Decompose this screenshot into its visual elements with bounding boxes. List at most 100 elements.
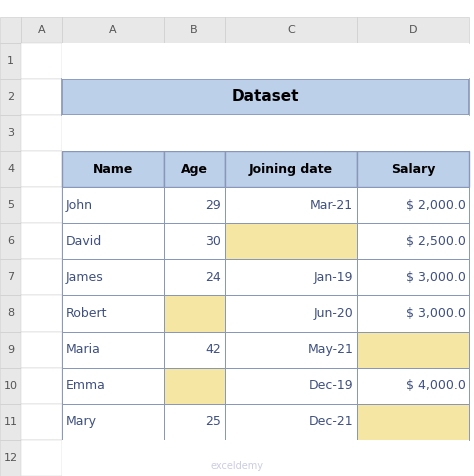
- Text: 9: 9: [7, 345, 14, 355]
- Text: Emma: Emma: [65, 379, 105, 392]
- Text: Robert: Robert: [65, 307, 107, 320]
- FancyBboxPatch shape: [225, 404, 357, 440]
- FancyBboxPatch shape: [225, 296, 357, 332]
- Text: $ 2,000.0: $ 2,000.0: [406, 198, 465, 212]
- Text: 30: 30: [205, 235, 221, 248]
- Text: A: A: [37, 25, 46, 35]
- FancyBboxPatch shape: [21, 404, 62, 440]
- FancyBboxPatch shape: [357, 151, 469, 187]
- Text: David: David: [65, 235, 101, 248]
- Text: 8: 8: [7, 308, 14, 318]
- FancyBboxPatch shape: [62, 223, 164, 259]
- Text: Maria: Maria: [65, 343, 100, 356]
- FancyBboxPatch shape: [225, 151, 357, 187]
- Text: May-21: May-21: [308, 343, 353, 356]
- Text: 4: 4: [7, 164, 14, 174]
- Text: $ 3,000.0: $ 3,000.0: [406, 271, 465, 284]
- FancyBboxPatch shape: [0, 367, 21, 404]
- FancyBboxPatch shape: [164, 187, 225, 223]
- FancyBboxPatch shape: [21, 43, 62, 79]
- Text: Dataset: Dataset: [232, 89, 299, 104]
- Text: Mary: Mary: [65, 416, 96, 428]
- FancyBboxPatch shape: [357, 17, 469, 43]
- FancyBboxPatch shape: [0, 223, 21, 259]
- FancyBboxPatch shape: [62, 17, 164, 43]
- FancyBboxPatch shape: [21, 187, 62, 223]
- FancyBboxPatch shape: [0, 17, 21, 43]
- Text: $ 3,000.0: $ 3,000.0: [406, 307, 465, 320]
- Text: 2: 2: [7, 92, 14, 102]
- Text: 12: 12: [4, 453, 18, 463]
- FancyBboxPatch shape: [21, 17, 62, 43]
- FancyBboxPatch shape: [164, 259, 225, 296]
- Text: Mar-21: Mar-21: [310, 198, 353, 212]
- FancyBboxPatch shape: [164, 17, 225, 43]
- FancyBboxPatch shape: [0, 43, 21, 79]
- Text: $ 2,500.0: $ 2,500.0: [406, 235, 465, 248]
- Text: Dec-19: Dec-19: [309, 379, 353, 392]
- Text: 42: 42: [205, 343, 221, 356]
- FancyBboxPatch shape: [62, 79, 469, 115]
- FancyBboxPatch shape: [62, 367, 164, 404]
- FancyBboxPatch shape: [62, 187, 164, 223]
- FancyBboxPatch shape: [357, 367, 469, 404]
- FancyBboxPatch shape: [21, 151, 62, 187]
- Text: 29: 29: [205, 198, 221, 212]
- Text: Name: Name: [92, 162, 133, 176]
- FancyBboxPatch shape: [0, 404, 21, 440]
- Text: 10: 10: [4, 381, 18, 391]
- FancyBboxPatch shape: [21, 223, 62, 259]
- Text: 25: 25: [205, 416, 221, 428]
- Text: Age: Age: [181, 162, 208, 176]
- FancyBboxPatch shape: [164, 404, 225, 440]
- Text: $ 4,000.0: $ 4,000.0: [406, 379, 465, 392]
- FancyBboxPatch shape: [225, 187, 357, 223]
- Text: exceldemy: exceldemy: [210, 460, 264, 471]
- Text: A: A: [109, 25, 117, 35]
- FancyBboxPatch shape: [357, 223, 469, 259]
- FancyBboxPatch shape: [225, 332, 357, 367]
- Text: Dec-21: Dec-21: [309, 416, 353, 428]
- Text: John: John: [65, 198, 92, 212]
- FancyBboxPatch shape: [62, 43, 469, 79]
- Text: Jun-20: Jun-20: [314, 307, 353, 320]
- Text: 5: 5: [7, 200, 14, 210]
- FancyBboxPatch shape: [21, 259, 62, 296]
- FancyBboxPatch shape: [357, 332, 469, 367]
- Text: 1: 1: [7, 56, 14, 66]
- Text: 6: 6: [7, 236, 14, 246]
- FancyBboxPatch shape: [0, 79, 21, 115]
- FancyBboxPatch shape: [0, 115, 21, 151]
- FancyBboxPatch shape: [225, 223, 357, 259]
- FancyBboxPatch shape: [0, 151, 21, 187]
- FancyBboxPatch shape: [0, 332, 21, 367]
- FancyBboxPatch shape: [0, 296, 21, 332]
- FancyBboxPatch shape: [225, 17, 357, 43]
- Text: 7: 7: [7, 272, 14, 282]
- FancyBboxPatch shape: [62, 440, 469, 476]
- FancyBboxPatch shape: [21, 440, 62, 476]
- Text: Jan-19: Jan-19: [314, 271, 353, 284]
- FancyBboxPatch shape: [225, 259, 357, 296]
- FancyBboxPatch shape: [164, 332, 225, 367]
- FancyBboxPatch shape: [164, 223, 225, 259]
- FancyBboxPatch shape: [225, 367, 357, 404]
- FancyBboxPatch shape: [62, 259, 164, 296]
- Text: James: James: [65, 271, 103, 284]
- Text: 24: 24: [205, 271, 221, 284]
- FancyBboxPatch shape: [62, 151, 164, 187]
- FancyBboxPatch shape: [0, 259, 21, 296]
- FancyBboxPatch shape: [62, 404, 164, 440]
- Text: Joining date: Joining date: [249, 162, 333, 176]
- Text: 3: 3: [7, 128, 14, 138]
- FancyBboxPatch shape: [357, 187, 469, 223]
- FancyBboxPatch shape: [21, 296, 62, 332]
- FancyBboxPatch shape: [0, 187, 21, 223]
- FancyBboxPatch shape: [164, 296, 225, 332]
- FancyBboxPatch shape: [62, 332, 164, 367]
- FancyBboxPatch shape: [357, 259, 469, 296]
- FancyBboxPatch shape: [357, 296, 469, 332]
- FancyBboxPatch shape: [62, 296, 164, 332]
- FancyBboxPatch shape: [357, 404, 469, 440]
- FancyBboxPatch shape: [21, 79, 62, 115]
